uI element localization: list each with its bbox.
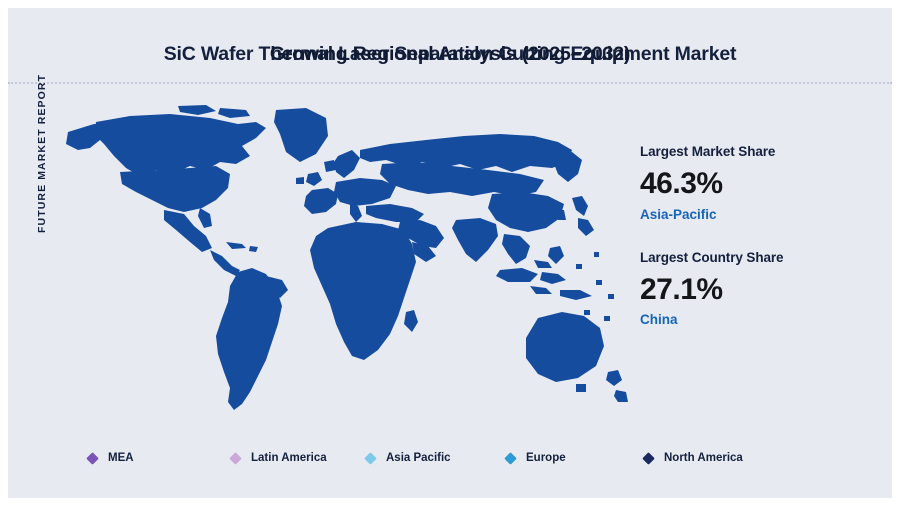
legend-item-label: Europe (526, 452, 566, 464)
legend-item-europe: Europe (504, 451, 644, 465)
diamond-icon (364, 451, 377, 465)
page-title-overlay: Growing Regional Analysis (2025–2032) (269, 43, 631, 65)
map-legend: MEA Latin America Asia Pacific Europe No… (86, 451, 818, 465)
legend-item-label: North America (664, 452, 743, 464)
legend-item-mea: MEA (86, 451, 231, 465)
title-divider (8, 82, 892, 84)
world-map-svg (66, 105, 628, 410)
stat-label: Largest Country Share (640, 249, 784, 265)
diamond-icon (86, 451, 99, 465)
stats-panel: Largest Market Share 46.3% Asia-Pacific … (640, 144, 890, 355)
legend-item-label: Asia Pacific (386, 452, 451, 464)
world-map (60, 104, 630, 434)
page-title-primary: SiC Wafer Thermal Laser Separation Cutti… (163, 43, 737, 65)
stat-region: Asia-Pacific (640, 206, 717, 222)
stat-region: China (640, 312, 678, 327)
legend-item-latin-america: Latin America (229, 451, 366, 465)
page-title: SiC Wafer Thermal Laser Separation Cutti… (8, 34, 892, 74)
map-landmasses (66, 105, 628, 410)
legend-item-asia-pacific: Asia Pacific (364, 451, 506, 465)
stat-value: 27.1% (640, 272, 723, 306)
brand-watermark-label: FUTURE MARKET REPORT (36, 73, 48, 233)
diamond-icon (229, 451, 242, 465)
legend-item-north-america: North America (642, 451, 743, 465)
stat-value: 46.3% (640, 167, 723, 200)
diamond-icon (504, 451, 517, 465)
legend-item-label: Latin America (251, 452, 327, 464)
stat-block-country-share: Largest Country Share 27.1% China (640, 250, 890, 328)
stat-label: Largest Market Share (640, 144, 776, 159)
diamond-icon (642, 451, 655, 465)
stat-block-market-share: Largest Market Share 46.3% Asia-Pacific (640, 144, 890, 222)
legend-item-label: MEA (108, 452, 134, 464)
